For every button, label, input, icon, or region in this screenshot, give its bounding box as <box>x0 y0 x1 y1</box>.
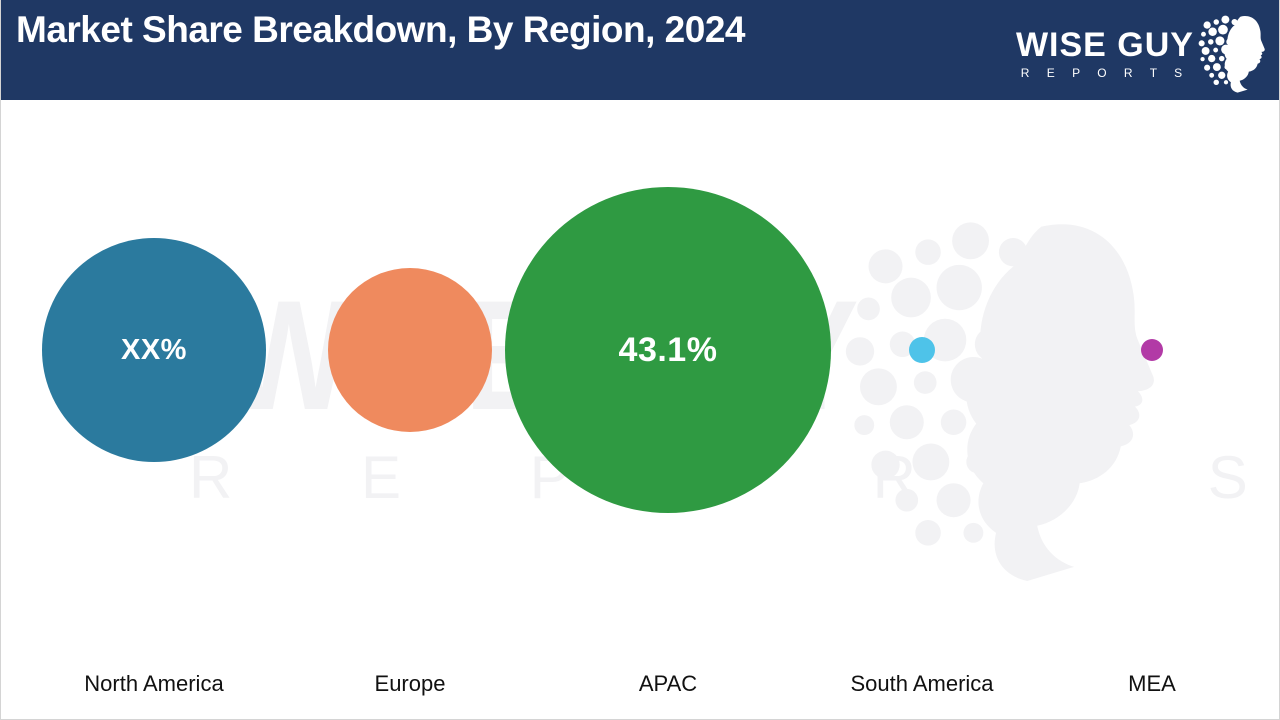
bubble-north-america: XX% <box>42 238 266 462</box>
category-label-north-america: North America <box>84 671 224 696</box>
category-label-mea: MEA <box>1128 671 1176 696</box>
bubble-mea <box>1141 339 1163 361</box>
bubble-chart: WISE GUY R E P O R T S XX%43.1% North Am… <box>1 100 1279 718</box>
bubble-apac: 43.1% <box>505 187 831 513</box>
category-label-europe: Europe <box>374 671 446 696</box>
category-label-apac: APAC <box>638 671 698 696</box>
logo-tagline: R E P O R T S <box>1020 66 1190 80</box>
category-label-south-america: South America <box>850 671 994 696</box>
wiseguy-logo: WISE GUY R E P O R T S <box>1016 12 1268 96</box>
wiseguy-head-watermark <box>843 208 1169 594</box>
bubble-europe <box>328 268 492 432</box>
bubble-south-america <box>909 337 935 363</box>
wiseguy-head-icon <box>1198 12 1268 96</box>
header: Market Share Breakdown, By Region, 2024 … <box>1 0 1279 100</box>
wiseguy-logo-text: WISE GUY R E P O R T S <box>1016 28 1194 80</box>
logo-wordmark: WISE GUY <box>1015 26 1194 64</box>
page-title: Market Share Breakdown, By Region, 2024 <box>16 9 746 50</box>
